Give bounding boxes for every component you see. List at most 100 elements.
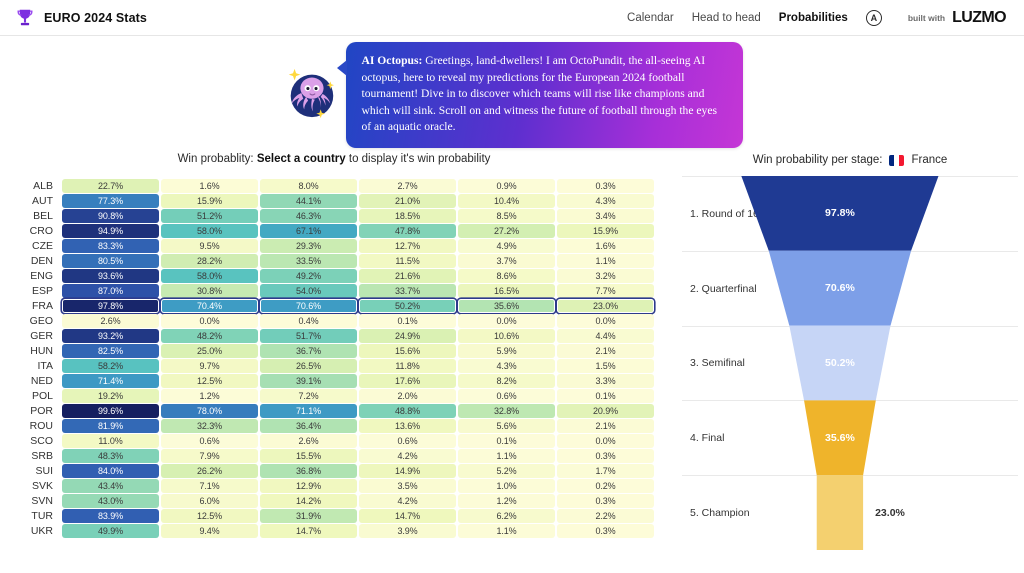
country-label[interactable]: FRA	[32, 300, 53, 312]
table-row[interactable]: ROU 81.9% 32.3% 36.4% 13.6% 5.6% 2.1%	[14, 419, 654, 433]
heatmap-cell[interactable]: 77.3%	[62, 194, 159, 208]
heatmap-cell[interactable]: 4.4%	[557, 329, 654, 343]
heatmap-cell[interactable]: 33.7%	[359, 284, 456, 298]
table-row[interactable]: GEO 2.6% 0.0% 0.4% 0.1% 0.0% 0.0%	[14, 314, 654, 328]
country-label[interactable]: BEL	[33, 210, 53, 222]
table-row[interactable]: DEN 80.5% 28.2% 33.5% 11.5% 3.7% 1.1%	[14, 254, 654, 268]
heatmap-cell[interactable]: 67.1%	[260, 224, 357, 238]
heatmap-cell[interactable]: 48.8%	[359, 404, 456, 418]
heatmap-cell[interactable]: 0.6%	[161, 434, 258, 448]
heatmap-cell[interactable]: 0.1%	[557, 389, 654, 403]
heatmap-cell[interactable]: 25.0%	[161, 344, 258, 358]
heatmap-cell[interactable]: 27.2%	[458, 224, 555, 238]
heatmap-cell[interactable]: 23.0%	[557, 299, 654, 313]
heatmap-cell[interactable]: 1.1%	[557, 254, 654, 268]
heatmap-cell[interactable]: 16.5%	[458, 284, 555, 298]
heatmap-cell[interactable]: 2.7%	[359, 179, 456, 193]
country-label[interactable]: ITA	[37, 360, 53, 372]
heatmap-cell[interactable]: 7.7%	[557, 284, 654, 298]
heatmap-cell[interactable]: 0.6%	[359, 434, 456, 448]
heatmap-cell[interactable]: 0.9%	[458, 179, 555, 193]
heatmap-cell[interactable]: 11.8%	[359, 359, 456, 373]
heatmap-cell[interactable]: 12.7%	[359, 239, 456, 253]
heatmap-cell[interactable]: 71.1%	[260, 404, 357, 418]
country-label[interactable]: CZE	[32, 240, 53, 252]
heatmap-cell[interactable]: 8.6%	[458, 269, 555, 283]
heatmap-cell[interactable]: 1.1%	[458, 449, 555, 463]
heatmap-cell[interactable]: 8.0%	[260, 179, 357, 193]
heatmap-cell[interactable]: 7.9%	[161, 449, 258, 463]
table-row[interactable]: CRO 94.9% 58.0% 67.1% 47.8% 27.2% 15.9%	[14, 224, 654, 238]
heatmap-cell[interactable]: 35.6%	[458, 299, 555, 313]
heatmap-cell[interactable]: 22.7%	[62, 179, 159, 193]
heatmap-cell[interactable]: 7.2%	[260, 389, 357, 403]
heatmap-cell[interactable]: 2.2%	[557, 509, 654, 523]
funnel-segment[interactable]	[804, 400, 876, 476]
heatmap-cell[interactable]: 5.6%	[458, 419, 555, 433]
heatmap-cell[interactable]: 1.6%	[161, 179, 258, 193]
heatmap-cell[interactable]: 54.0%	[260, 284, 357, 298]
heatmap-cell[interactable]: 0.1%	[359, 314, 456, 328]
heatmap-cell[interactable]: 4.3%	[557, 194, 654, 208]
heatmap-cell[interactable]: 0.3%	[557, 449, 654, 463]
heatmap-cell[interactable]: 3.4%	[557, 209, 654, 223]
heatmap-cell[interactable]: 46.3%	[260, 209, 357, 223]
heatmap-cell[interactable]: 3.2%	[557, 269, 654, 283]
heatmap-cell[interactable]: 9.4%	[161, 524, 258, 538]
heatmap-cell[interactable]: 0.0%	[161, 314, 258, 328]
table-row[interactable]: ENG 93.6% 58.0% 49.2% 21.6% 8.6% 3.2%	[14, 269, 654, 283]
table-row[interactable]: CZE 83.3% 9.5% 29.3% 12.7% 4.9% 1.6%	[14, 239, 654, 253]
table-row[interactable]: SUI 84.0% 26.2% 36.8% 14.9% 5.2% 1.7%	[14, 464, 654, 478]
table-row[interactable]: SCO 11.0% 0.6% 2.6% 0.6% 0.1% 0.0%	[14, 434, 654, 448]
heatmap-cell[interactable]: 39.1%	[260, 374, 357, 388]
heatmap-cell[interactable]: 1.2%	[458, 494, 555, 508]
heatmap-cell[interactable]: 26.5%	[260, 359, 357, 373]
nav-calendar[interactable]: Calendar	[627, 11, 674, 24]
country-label[interactable]: SVK	[31, 480, 53, 492]
heatmap-cell[interactable]: 15.5%	[260, 449, 357, 463]
heatmap-cell[interactable]: 97.8%	[62, 299, 159, 313]
table-row[interactable]: NED 71.4% 12.5% 39.1% 17.6% 8.2% 3.3%	[14, 374, 654, 388]
table-row[interactable]: ESP 87.0% 30.8% 54.0% 33.7% 16.5% 7.7%	[14, 284, 654, 298]
nav-head-to-head[interactable]: Head to head	[691, 11, 761, 24]
heatmap-cell[interactable]: 48.2%	[161, 329, 258, 343]
heatmap-cell[interactable]: 87.0%	[62, 284, 159, 298]
heatmap-cell[interactable]: 90.8%	[62, 209, 159, 223]
heatmap-cell[interactable]: 58.2%	[62, 359, 159, 373]
heatmap-cell[interactable]: 32.3%	[161, 419, 258, 433]
heatmap-cell[interactable]: 9.7%	[161, 359, 258, 373]
heatmap-cell[interactable]: 0.2%	[557, 479, 654, 493]
heatmap-cell[interactable]: 49.9%	[62, 524, 159, 538]
heatmap-cell[interactable]: 50.2%	[359, 299, 456, 313]
country-label[interactable]: SCO	[30, 435, 53, 447]
heatmap-cell[interactable]: 3.3%	[557, 374, 654, 388]
heatmap-cell[interactable]: 4.3%	[458, 359, 555, 373]
heatmap-cell[interactable]: 14.7%	[260, 524, 357, 538]
country-label[interactable]: ALB	[33, 180, 53, 192]
heatmap-cell[interactable]: 43.4%	[62, 479, 159, 493]
heatmap-cell[interactable]: 4.2%	[359, 494, 456, 508]
table-row[interactable]: SRB 48.3% 7.9% 15.5% 4.2% 1.1% 0.3%	[14, 449, 654, 463]
heatmap-cell[interactable]: 70.4%	[161, 299, 258, 313]
heatmap-cell[interactable]: 32.8%	[458, 404, 555, 418]
heatmap-cell[interactable]: 83.3%	[62, 239, 159, 253]
heatmap-cell[interactable]: 12.5%	[161, 509, 258, 523]
heatmap-cell[interactable]: 58.0%	[161, 224, 258, 238]
table-row[interactable]: BEL 90.8% 51.2% 46.3% 18.5% 8.5% 3.4%	[14, 209, 654, 223]
table-row[interactable]: POR 99.6% 78.0% 71.1% 48.8% 32.8% 20.9%	[14, 404, 654, 418]
country-label[interactable]: UKR	[30, 525, 53, 537]
heatmap-cell[interactable]: 93.2%	[62, 329, 159, 343]
heatmap-cell[interactable]: 11.5%	[359, 254, 456, 268]
heatmap-cell[interactable]: 12.5%	[161, 374, 258, 388]
heatmap-cell[interactable]: 3.7%	[458, 254, 555, 268]
heatmap-cell[interactable]: 18.5%	[359, 209, 456, 223]
heatmap-cell[interactable]: 2.1%	[557, 344, 654, 358]
heatmap-cell[interactable]: 58.0%	[161, 269, 258, 283]
heatmap-cell[interactable]: 10.6%	[458, 329, 555, 343]
heatmap-cell[interactable]: 0.3%	[557, 179, 654, 193]
heatmap-cell[interactable]: 12.9%	[260, 479, 357, 493]
heatmap-cell[interactable]: 36.4%	[260, 419, 357, 433]
heatmap-cell[interactable]: 93.6%	[62, 269, 159, 283]
heatmap-cell[interactable]: 84.0%	[62, 464, 159, 478]
heatmap-cell[interactable]: 4.2%	[359, 449, 456, 463]
